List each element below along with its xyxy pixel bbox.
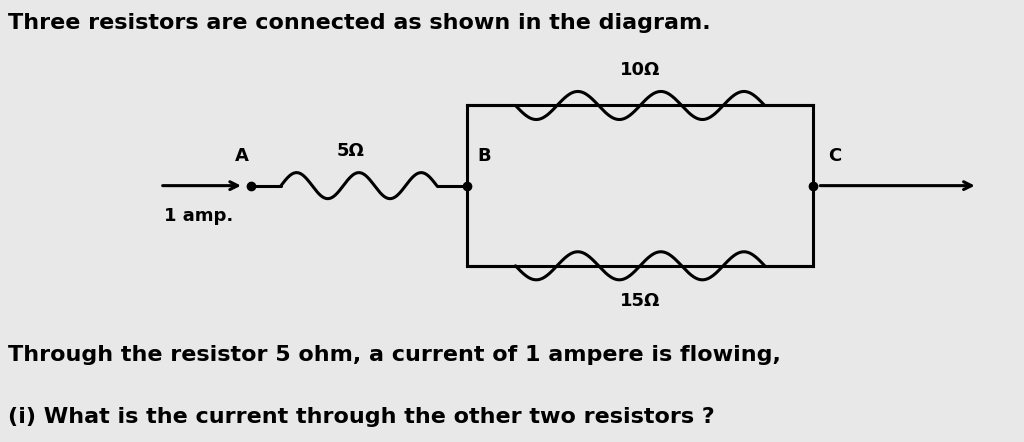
- Text: B: B: [477, 147, 492, 164]
- Text: 1 amp.: 1 amp.: [164, 207, 233, 225]
- Text: 10Ω: 10Ω: [620, 61, 660, 80]
- Text: 15Ω: 15Ω: [620, 292, 660, 310]
- Text: A: A: [236, 147, 249, 164]
- Text: Through the resistor 5 ohm, a current of 1 ampere is flowing,: Through the resistor 5 ohm, a current of…: [8, 345, 781, 365]
- Text: (i) What is the current through the other two resistors ?: (i) What is the current through the othe…: [8, 407, 715, 427]
- Text: 5Ω: 5Ω: [336, 141, 365, 160]
- Text: Three resistors are connected as shown in the diagram.: Three resistors are connected as shown i…: [8, 13, 711, 33]
- Text: C: C: [828, 147, 842, 164]
